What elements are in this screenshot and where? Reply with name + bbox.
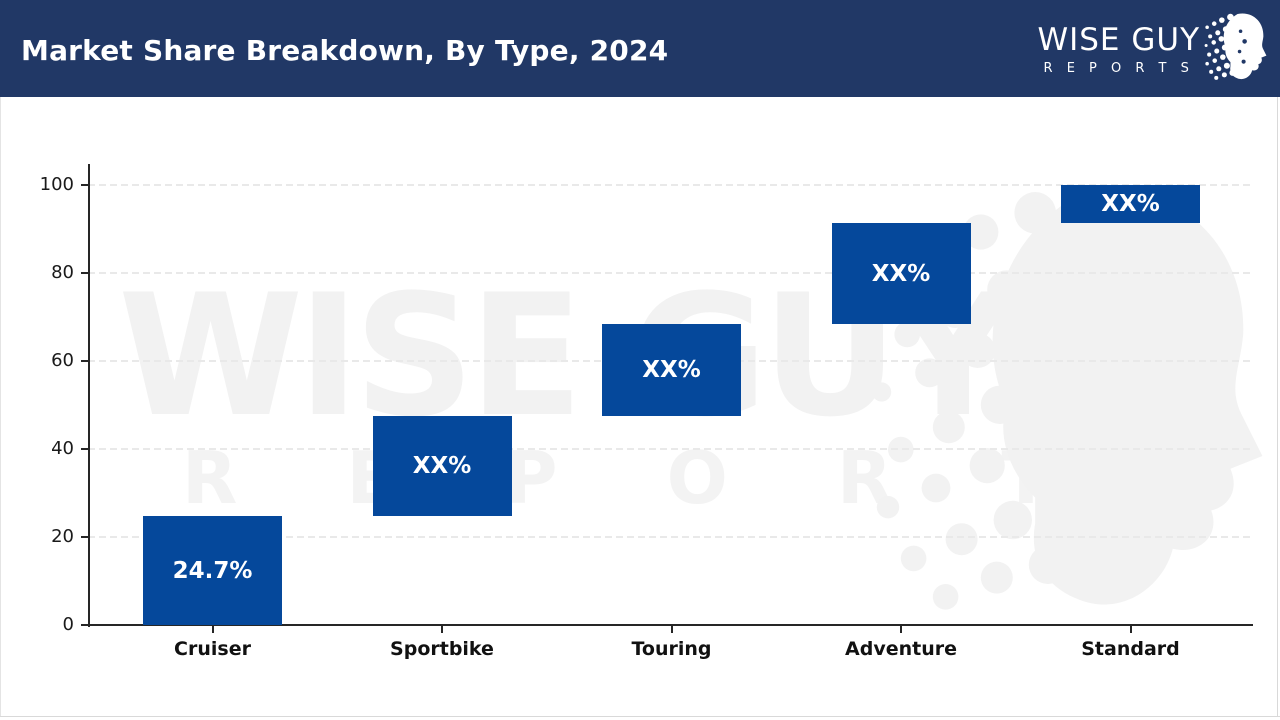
- page-border-bottom: [0, 716, 1280, 717]
- bar-adventure: XX%: [831, 223, 971, 325]
- y-axis-tick: [81, 360, 88, 362]
- y-axis-tick: [81, 536, 88, 538]
- wiseguy-logo: WISE GUY R E P O R T S: [994, 6, 1274, 92]
- wiseguy-logo-name: WISE GUY: [1037, 22, 1200, 58]
- bar-value-label: XX%: [642, 357, 701, 383]
- wiseguy-face-icon: [1204, 13, 1267, 80]
- y-axis-tick-label: 80: [51, 262, 74, 283]
- bar-value-label: XX%: [412, 452, 472, 479]
- header-bar: Market Share Breakdown, By Type, 2024 WI…: [0, 0, 1280, 97]
- x-axis-category-label: Standard: [1081, 638, 1180, 660]
- y-axis-tick: [81, 272, 88, 274]
- y-gridline: [88, 272, 1253, 274]
- y-gridline: [88, 184, 1253, 186]
- y-axis-tick-label: 100: [39, 174, 74, 195]
- y-gridline: [88, 536, 1253, 538]
- x-axis-tick: [1129, 626, 1132, 633]
- bar-value-label: XX%: [1101, 191, 1160, 218]
- x-axis-tick: [900, 626, 902, 633]
- y-axis-tick: [81, 184, 88, 186]
- wiseguy-logo-subtitle: R E P O R T S: [1043, 61, 1194, 76]
- bar-sportbike: XX%: [372, 415, 512, 517]
- x-axis-category-label: Cruiser: [174, 638, 251, 660]
- y-axis-tick: [81, 448, 88, 450]
- y-axis-tick-label: 20: [51, 526, 74, 547]
- page-border-right: [1277, 97, 1278, 717]
- x-axis-category-label: Touring: [631, 638, 712, 660]
- bar-value-label: XX%: [871, 260, 931, 287]
- page-border-left: [0, 97, 1, 717]
- x-axis-category-label: Adventure: [845, 638, 957, 660]
- x-axis-tick: [670, 626, 673, 633]
- y-axis-tick-label: 40: [51, 438, 74, 459]
- x-axis-line: [88, 624, 1253, 626]
- bar-standard: XX%: [1061, 185, 1200, 224]
- y-axis-tick: [81, 624, 88, 626]
- x-axis-tick: [211, 626, 214, 633]
- wiseguy-face-watermark: [872, 190, 1263, 610]
- y-axis-tick-label: 0: [62, 614, 74, 635]
- bar-touring: XX%: [602, 324, 741, 416]
- y-axis-tick-label: 60: [51, 350, 74, 371]
- bar-cruiser: 24.7%: [143, 516, 282, 625]
- x-axis-category-label: Sportbike: [390, 638, 494, 660]
- y-gridline: [88, 448, 1253, 450]
- x-axis-tick: [441, 626, 443, 633]
- page-title: Market Share Breakdown, By Type, 2024: [21, 34, 669, 67]
- wiseguy-logo-text: WISE GUY R E P O R T S: [1037, 22, 1200, 76]
- bar-value-label: 24.7%: [172, 557, 253, 584]
- y-axis-line: [88, 164, 90, 627]
